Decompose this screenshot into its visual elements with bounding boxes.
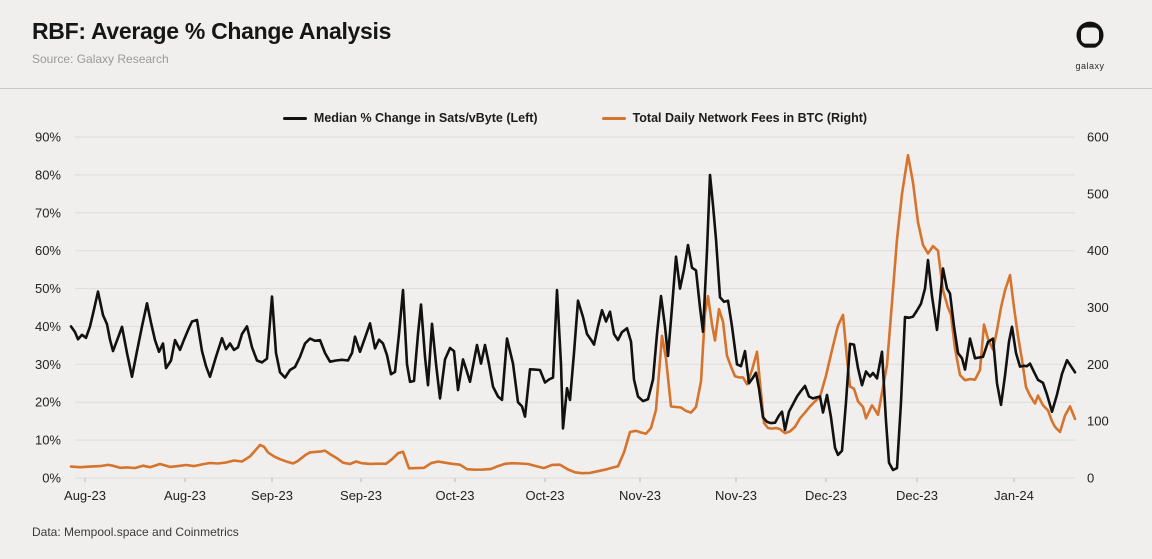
median-pct-change-line xyxy=(69,173,1077,472)
x-axis-tick-label: Oct-23 xyxy=(525,488,564,503)
chart-legend: Median % Change in Sats/vByte (Left) Tota… xyxy=(75,108,1075,128)
header: RBF: Average % Change Analysis Source: G… xyxy=(32,18,1120,71)
left-axis-tick-label: 60% xyxy=(35,243,61,258)
legend-label: Total Daily Network Fees in BTC (Right) xyxy=(632,111,868,125)
x-axis-tick-label: Oct-23 xyxy=(435,488,474,503)
right-axis-tick-label: 0 xyxy=(1087,471,1094,486)
right-axis-tick-label: 300 xyxy=(1087,300,1109,315)
right-axis-tick-label: 200 xyxy=(1087,357,1109,372)
left-axis-tick-label: 30% xyxy=(35,357,61,372)
right-axis-tick-label: 100 xyxy=(1087,414,1109,429)
right-axis-tick-label: 500 xyxy=(1087,186,1109,201)
legend-item-0: Median % Change in Sats/vByte (Left) xyxy=(282,111,538,125)
left-axis-tick-label: 90% xyxy=(35,130,61,145)
source-label: Source: Galaxy Research xyxy=(32,52,169,66)
x-axis-tick-label: Nov-23 xyxy=(619,488,661,503)
galaxy-logo-icon xyxy=(1072,21,1108,58)
x-axis-tick-label: Nov-23 xyxy=(715,488,757,503)
legend-item-1: Total Daily Network Fees in BTC (Right) xyxy=(601,111,868,125)
x-axis-tick-label: Sep-23 xyxy=(251,488,293,503)
legend-swatch-icon xyxy=(282,116,307,120)
x-axis-tick-label: Sep-23 xyxy=(340,488,382,503)
left-axis-tick-label: 70% xyxy=(35,205,61,220)
legend-swatch-icon xyxy=(601,116,626,120)
left-axis-tick-label: 50% xyxy=(35,281,61,296)
right-axis-tick-label: 400 xyxy=(1087,243,1109,258)
header-divider xyxy=(0,88,1152,89)
page-title: RBF: Average % Change Analysis xyxy=(32,18,392,44)
legend-label: Median % Change in Sats/vByte (Left) xyxy=(313,111,538,125)
x-axis-tick-label: Aug-23 xyxy=(164,488,206,503)
right-axis-tick-label: 600 xyxy=(1087,130,1109,145)
x-axis-tick-label: Dec-23 xyxy=(896,488,938,503)
galaxy-logo-label: galaxy xyxy=(1075,61,1105,71)
left-axis-tick-label: 0% xyxy=(42,471,61,486)
left-axis-tick-label: 10% xyxy=(35,433,61,448)
data-credit: Data: Mempool.space and Coinmetrics xyxy=(32,525,239,539)
galaxy-logo: galaxy xyxy=(1060,18,1120,71)
total-network-fees-line xyxy=(69,153,1077,475)
left-axis-tick-label: 80% xyxy=(35,167,61,182)
x-axis-tick-label: Dec-23 xyxy=(805,488,847,503)
x-axis-tick-label: Aug-23 xyxy=(64,488,106,503)
left-axis-tick-label: 40% xyxy=(35,319,61,334)
x-axis-tick-label: Jan-24 xyxy=(994,488,1034,503)
left-axis-tick-label: 20% xyxy=(35,395,61,410)
